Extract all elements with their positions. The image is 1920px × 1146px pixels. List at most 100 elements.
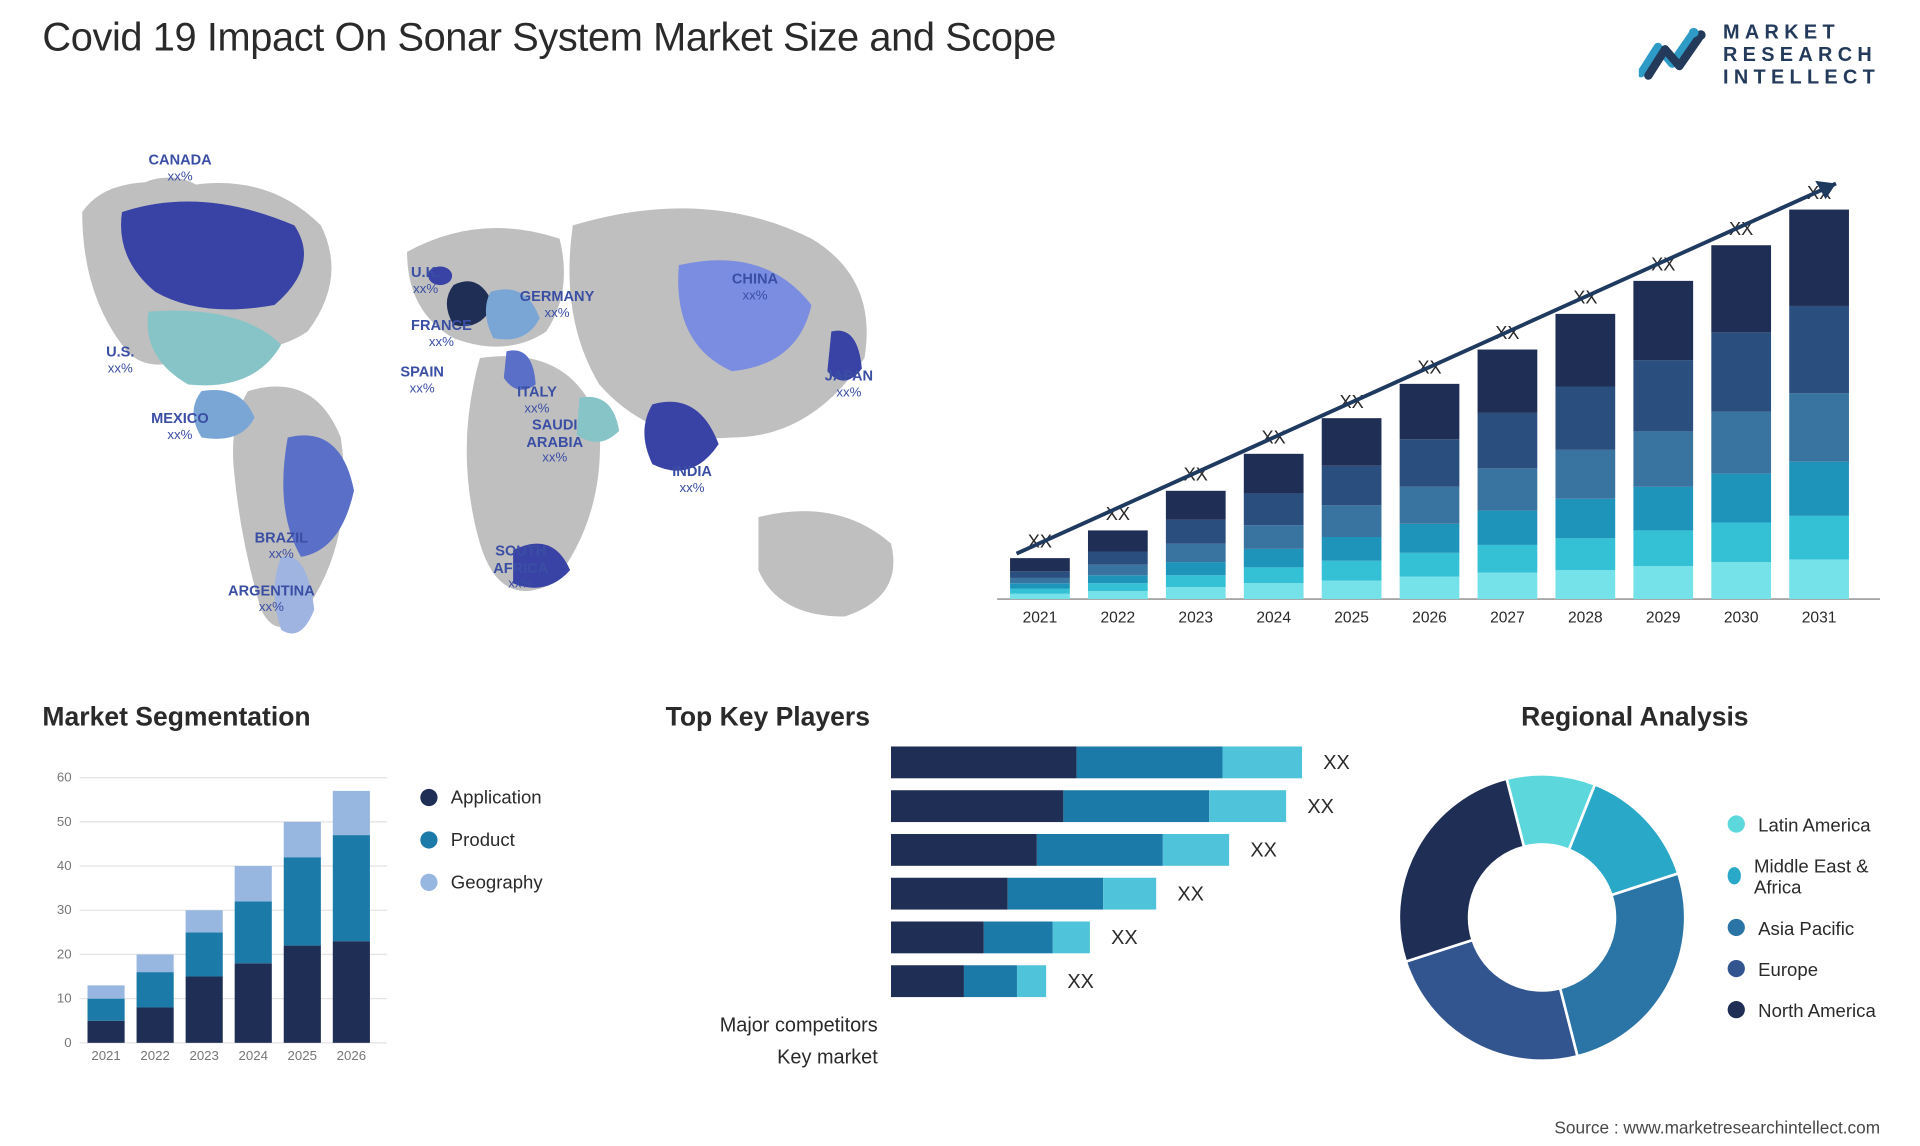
svg-text:2027: 2027 — [1490, 609, 1525, 626]
player-value: XX — [1307, 795, 1334, 818]
legend-item: Asia Pacific — [1728, 917, 1880, 938]
segmentation-chart: 0 10 20 30 40 50 60 2021 2022 2023 2024 2025 2026 — [42, 746, 387, 1087]
world-map-panel: CANADAxx%U.S.xx%MEXICOxx%BRAZILxx%ARGENT… — [42, 133, 944, 663]
svg-text:0: 0 — [64, 1035, 71, 1050]
svg-text:2023: 2023 — [1178, 609, 1213, 626]
player-bar-segment — [1017, 965, 1046, 997]
map-label: BRAZILxx% — [255, 530, 308, 562]
svg-text:2021: 2021 — [1023, 609, 1058, 626]
player-bar-segment — [891, 965, 964, 997]
legend-swatch-icon — [1728, 919, 1745, 936]
player-bar-segment — [1222, 746, 1302, 778]
forecast-chart: XX2021XX2022XX2023XX2024XX2025XX2026XX20… — [997, 133, 1880, 663]
svg-text:2023: 2023 — [189, 1048, 218, 1063]
player-bar-row: XX — [891, 878, 1350, 910]
logo-text: MARKET RESEARCH INTELLECT — [1723, 21, 1880, 90]
legend-item: Middle East & Africa — [1728, 855, 1880, 897]
players-axis-labels: Major competitorsKey market — [652, 1010, 877, 1074]
map-label: FRANCExx% — [411, 318, 472, 350]
legend-swatch-icon — [420, 831, 437, 848]
legend-label: Geography — [451, 871, 543, 892]
svg-text:2026: 2026 — [1412, 609, 1447, 626]
legend-label: Middle East & Africa — [1754, 855, 1880, 897]
svg-text:2028: 2028 — [1568, 609, 1603, 626]
player-bar-row: XX — [891, 834, 1350, 866]
svg-text:30: 30 — [57, 902, 72, 917]
player-bar-segment — [1077, 746, 1223, 778]
player-bar-row: XX — [891, 922, 1350, 954]
map-label: ARGENTINAxx% — [228, 583, 315, 615]
player-value: XX — [1177, 882, 1204, 905]
map-label: CHINAxx% — [732, 272, 778, 304]
brand-logo: MARKET RESEARCH INTELLECT — [1638, 16, 1880, 94]
logo-line-1: MARKET — [1723, 21, 1880, 44]
player-bar-segment — [891, 878, 1008, 910]
svg-text:2025: 2025 — [288, 1048, 317, 1063]
logo-line-2: RESEARCH — [1723, 44, 1880, 67]
map-label: GERMANYxx% — [520, 289, 595, 321]
svg-text:2022: 2022 — [140, 1048, 169, 1063]
segmentation-panel: Market Segmentation 0 10 20 30 40 50 60 2021 202… — [42, 703, 625, 1088]
regional-legend: Latin America Middle East & Africa Asia Pa… — [1728, 813, 1880, 1020]
map-label: U.K.xx% — [411, 265, 440, 297]
player-bar-segment — [1163, 834, 1229, 866]
legend-label: Asia Pacific — [1758, 917, 1854, 938]
logo-line-3: INTELLECT — [1723, 66, 1880, 89]
header: Covid 19 Impact On Sonar System Market S… — [42, 16, 1880, 94]
player-bar-row: XX — [891, 746, 1350, 778]
player-bar-row: XX — [891, 790, 1350, 822]
map-label: CANADAxx% — [149, 152, 212, 184]
legend-swatch-icon — [1728, 815, 1745, 832]
svg-text:2029: 2029 — [1646, 609, 1681, 626]
map-label: INDIAxx% — [672, 464, 712, 496]
player-bar-segment — [891, 922, 984, 954]
legend-item: North America — [1728, 999, 1880, 1020]
svg-text:2026: 2026 — [337, 1048, 366, 1063]
svg-text:2031: 2031 — [1802, 609, 1837, 626]
legend-item: Product — [420, 829, 626, 850]
svg-text:10: 10 — [57, 991, 72, 1006]
player-bar-segment — [1053, 922, 1090, 954]
player-value: XX — [1067, 970, 1094, 993]
legend-swatch-icon — [1728, 867, 1741, 884]
svg-text:2025: 2025 — [1334, 609, 1369, 626]
map-label: SAUDIARABIAxx% — [526, 418, 583, 467]
svg-text:2024: 2024 — [239, 1048, 268, 1063]
player-value: XX — [1111, 926, 1138, 949]
map-label: MEXICOxx% — [151, 411, 209, 443]
source-attribution: Source : www.marketresearchintellect.com — [1554, 1118, 1880, 1138]
svg-text:20: 20 — [57, 946, 72, 961]
legend-item: Geography — [420, 871, 626, 892]
player-bar-segment — [891, 834, 1037, 866]
legend-swatch-icon — [1728, 1001, 1745, 1018]
logo-mark-icon — [1638, 16, 1710, 94]
svg-text:2022: 2022 — [1101, 609, 1136, 626]
legend-label: Product — [451, 829, 515, 850]
legend-item: Latin America — [1728, 813, 1880, 834]
map-label: SPAINxx% — [400, 365, 444, 397]
segmentation-legend: ApplicationProductGeography — [420, 746, 626, 1087]
players-title: Top Key Players — [666, 703, 1350, 733]
legend-label: Latin America — [1758, 813, 1870, 834]
legend-swatch-icon — [1728, 960, 1745, 977]
player-bar-segment — [1209, 790, 1286, 822]
player-bar-segment — [1037, 834, 1163, 866]
legend-label: North America — [1758, 999, 1876, 1020]
regional-donut — [1390, 764, 1695, 1069]
player-bar-row: XX — [891, 965, 1350, 997]
player-bar-segment — [1008, 878, 1103, 910]
svg-text:40: 40 — [57, 858, 72, 873]
legend-item: Europe — [1728, 958, 1880, 979]
svg-text:60: 60 — [57, 770, 72, 785]
page-title: Covid 19 Impact On Sonar System Market S… — [42, 16, 1056, 61]
segmentation-title: Market Segmentation — [42, 703, 625, 733]
legend-swatch-icon — [420, 873, 437, 890]
svg-text:50: 50 — [57, 814, 72, 829]
player-value: XX — [1323, 751, 1350, 774]
map-label: ITALYxx% — [517, 385, 557, 417]
players-panel: Top Key Players XXXXXXXXXXXXMajor compet… — [666, 703, 1350, 1088]
map-label: SOUTHAFRICAxx% — [493, 544, 548, 593]
svg-text:2021: 2021 — [91, 1048, 120, 1063]
player-bar-segment — [1063, 790, 1209, 822]
player-value: XX — [1250, 839, 1277, 862]
